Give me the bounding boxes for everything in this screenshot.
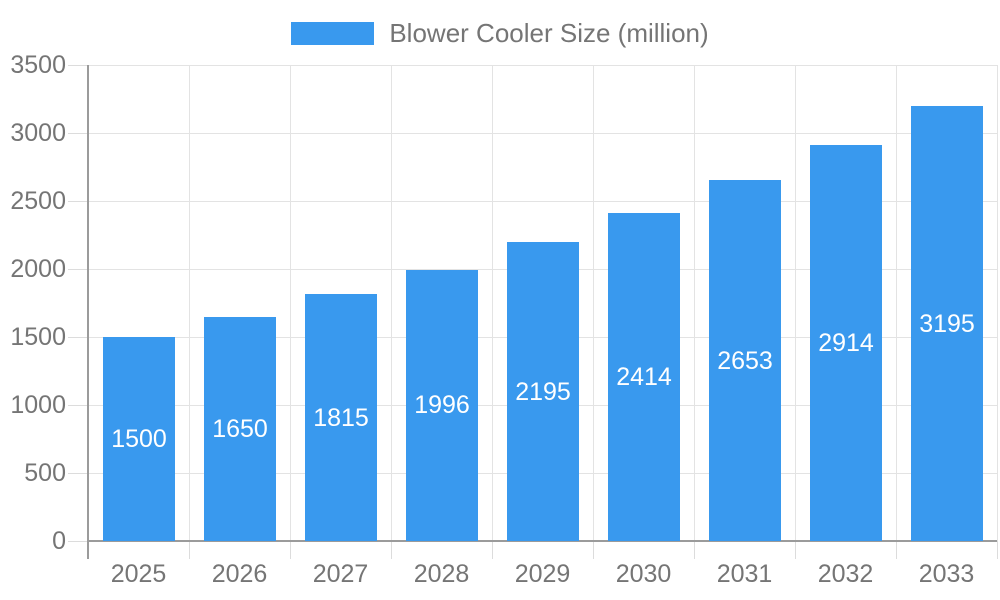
- x-tick: [593, 541, 594, 559]
- y-gridline: [88, 201, 997, 202]
- y-axis-label: 2500: [10, 187, 66, 215]
- x-tick: [896, 541, 897, 559]
- bar-2030[interactable]: [608, 213, 680, 541]
- legend[interactable]: Blower Cooler Size (million): [0, 18, 1000, 49]
- x-gridline: [896, 65, 897, 541]
- bar-value-label: 3195: [919, 310, 975, 338]
- y-axis-label: 3500: [10, 51, 66, 79]
- bar-2029[interactable]: [507, 242, 579, 541]
- x-axis-label: 2028: [413, 560, 470, 588]
- x-axis-label: 2033: [918, 560, 975, 588]
- bar-value-label: 1996: [414, 391, 470, 419]
- y-axis-label: 0: [52, 527, 66, 555]
- bar-2032[interactable]: [810, 145, 882, 541]
- bar-2033[interactable]: [911, 106, 983, 541]
- x-gridline: [795, 65, 796, 541]
- y-axis-label: 2000: [10, 255, 66, 283]
- bar-value-label: 2914: [818, 329, 874, 357]
- x-axis-label: 2025: [110, 560, 167, 588]
- bar-2028[interactable]: [406, 270, 478, 541]
- x-axis-label: 2030: [615, 560, 672, 588]
- bar-value-label: 1500: [111, 425, 167, 453]
- x-axis-label: 2026: [211, 560, 268, 588]
- y-axis-label: 500: [24, 459, 66, 487]
- legend-label: Blower Cooler Size (million): [389, 18, 709, 48]
- x-gridline: [593, 65, 594, 541]
- x-tick: [997, 541, 998, 559]
- bar-value-label: 2414: [616, 363, 672, 391]
- y-axis-line: [87, 65, 89, 559]
- bar-value-label: 2653: [717, 347, 773, 375]
- x-axis-label: 2031: [716, 560, 773, 588]
- y-tick: [68, 269, 88, 270]
- y-axis-label: 3000: [10, 119, 66, 147]
- x-tick: [290, 541, 291, 559]
- y-gridline: [88, 133, 997, 134]
- x-tick: [795, 541, 796, 559]
- y-tick: [68, 337, 88, 338]
- x-axis-label: 2027: [312, 560, 369, 588]
- bar-2025[interactable]: [103, 337, 175, 541]
- bar-value-label: 1815: [313, 404, 369, 432]
- x-gridline: [997, 65, 998, 541]
- x-tick: [391, 541, 392, 559]
- y-tick: [68, 541, 88, 542]
- y-tick: [68, 65, 88, 66]
- x-gridline: [694, 65, 695, 541]
- x-gridline: [189, 65, 190, 541]
- x-axis-label: 2029: [514, 560, 571, 588]
- bar-2031[interactable]: [709, 180, 781, 541]
- legend-swatch: [291, 22, 375, 45]
- x-axis-line: [88, 540, 997, 542]
- y-gridline: [88, 65, 997, 66]
- y-tick: [68, 201, 88, 202]
- x-tick: [492, 541, 493, 559]
- x-gridline: [492, 65, 493, 541]
- bar-value-label: 2195: [515, 378, 571, 406]
- x-tick: [189, 541, 190, 559]
- y-tick: [68, 133, 88, 134]
- x-gridline: [391, 65, 392, 541]
- bar-value-label: 1650: [212, 415, 268, 443]
- bar-2027[interactable]: [305, 294, 377, 541]
- x-gridline: [290, 65, 291, 541]
- x-axis-label: 2032: [817, 560, 874, 588]
- y-axis-label: 1500: [10, 323, 66, 351]
- y-tick: [68, 473, 88, 474]
- x-tick: [694, 541, 695, 559]
- bar-2026[interactable]: [204, 317, 276, 541]
- y-tick: [68, 405, 88, 406]
- y-axis-label: 1000: [10, 391, 66, 419]
